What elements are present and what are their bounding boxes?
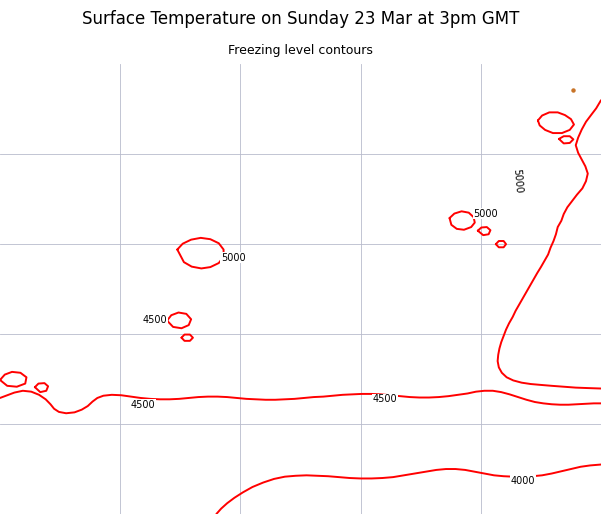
Text: 5000: 5000 (474, 209, 498, 218)
Text: 4500: 4500 (143, 315, 167, 325)
Text: 4500: 4500 (373, 394, 397, 405)
Text: Freezing level contours: Freezing level contours (228, 44, 373, 57)
Text: 5000: 5000 (221, 253, 245, 263)
Text: 4000: 4000 (511, 476, 535, 486)
Text: Surface Temperature on Sunday 23 Mar at 3pm GMT: Surface Temperature on Sunday 23 Mar at … (82, 10, 519, 28)
Text: 4500: 4500 (131, 400, 155, 410)
Text: 5000: 5000 (511, 169, 523, 194)
